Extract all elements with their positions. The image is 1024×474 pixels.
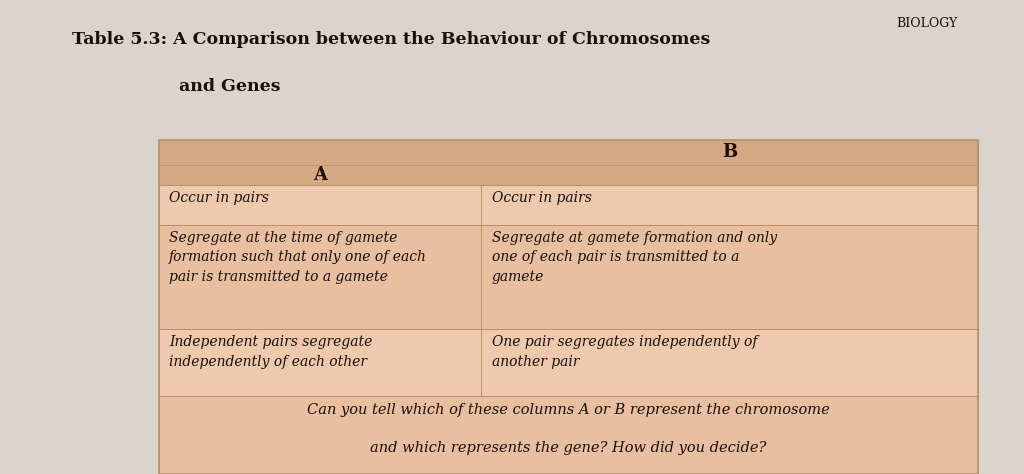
Text: Segregate at the time of gamete
formation such that only one of each
pair is tra: Segregate at the time of gamete formatio… [169,231,427,284]
Text: Can you tell which of these columns A or B represent the chromosome: Can you tell which of these columns A or… [307,403,829,417]
Text: BIOLOGY: BIOLOGY [896,17,957,29]
Text: Segregate at gamete formation and only
one of each pair is transmitted to a
game: Segregate at gamete formation and only o… [492,231,776,284]
Text: Independent pairs segregate
independently of each other: Independent pairs segregate independentl… [169,335,373,369]
Text: A: A [313,166,327,184]
Text: and which represents the gene? How did you decide?: and which represents the gene? How did y… [370,441,767,455]
Text: Occur in pairs: Occur in pairs [169,191,269,205]
Text: and Genes: and Genes [179,78,281,95]
Text: One pair segregates independently of
another pair: One pair segregates independently of ano… [492,335,757,369]
Text: Occur in pairs: Occur in pairs [492,191,592,205]
Text: Table 5.3: A Comparison between the Behaviour of Chromosomes: Table 5.3: A Comparison between the Beha… [72,31,710,48]
Text: B: B [722,143,737,161]
